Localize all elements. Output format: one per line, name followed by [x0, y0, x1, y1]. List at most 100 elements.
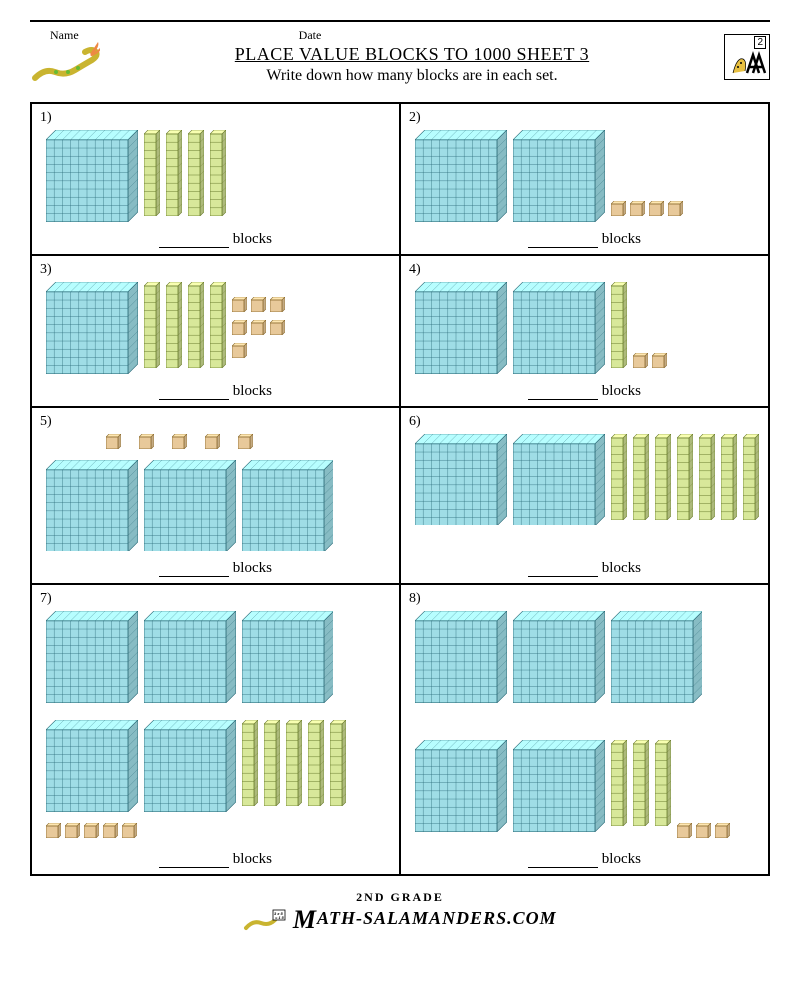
problem-number: 8)	[409, 591, 760, 607]
ten-block	[611, 434, 627, 525]
hundred-block	[144, 460, 236, 557]
hundred-block	[415, 434, 507, 531]
ten-block	[144, 130, 160, 221]
hundred-block	[242, 460, 334, 557]
worksheet-subtitle: Write down how many blocks are in each s…	[110, 67, 714, 85]
hundred-block	[611, 611, 703, 708]
blocks-area	[40, 430, 391, 559]
blocks-label: blocks	[233, 560, 272, 576]
one-block	[122, 823, 137, 843]
footer-url: 3x5 =15 MATH-SALAMANDERS.COM	[30, 905, 770, 935]
ten-block	[721, 434, 737, 525]
blocks-label: blocks	[602, 383, 641, 399]
salamander-icon	[30, 38, 100, 94]
one-block	[251, 320, 266, 340]
one-block	[649, 201, 664, 221]
one-block	[611, 201, 626, 221]
hundred-block	[46, 460, 138, 557]
problem-cell: 3)	[31, 255, 400, 407]
problem-cell: 6)	[400, 407, 769, 585]
problem-cell: 4) blocks	[400, 255, 769, 407]
one-block	[668, 201, 683, 221]
problem-number: 3)	[40, 262, 391, 278]
problem-cell: 2) blocks	[400, 103, 769, 255]
blocks-area	[409, 430, 760, 559]
blocks-area	[409, 278, 760, 381]
hundred-block	[513, 130, 605, 227]
one-block	[232, 320, 247, 340]
footer-grade: 2ND GRADE	[30, 890, 770, 905]
answer-blank[interactable]	[528, 386, 598, 400]
blocks-label: blocks	[602, 231, 641, 247]
answer-line: blocks	[40, 231, 391, 248]
one-block	[251, 297, 266, 317]
grade-badge: 2	[724, 34, 770, 80]
problem-number: 6)	[409, 414, 760, 430]
blocks-area	[409, 607, 760, 849]
blocks-label: blocks	[233, 231, 272, 247]
hundred-block	[513, 282, 605, 379]
ten-block	[699, 434, 715, 525]
ten-block	[611, 282, 627, 373]
answer-line: blocks	[40, 851, 391, 868]
hundred-block	[513, 740, 605, 837]
one-block	[232, 297, 247, 317]
one-block	[232, 343, 247, 363]
answer-blank[interactable]	[159, 386, 229, 400]
one-block	[172, 434, 187, 454]
header: Name Date PLACE VALUE BLOCKS TO 1000 SHE…	[30, 26, 770, 94]
name-label: Name	[50, 28, 79, 43]
hundred-block	[415, 130, 507, 227]
blocks-label: blocks	[233, 383, 272, 399]
top-rule	[30, 20, 770, 22]
answer-blank[interactable]	[159, 234, 229, 248]
hundred-block	[46, 720, 138, 817]
svg-text:=15: =15	[275, 915, 285, 920]
ten-block	[144, 282, 160, 373]
hundred-block	[242, 611, 334, 708]
ten-block	[677, 434, 693, 525]
problem-cell: 1) blocks	[31, 103, 400, 255]
answer-blank[interactable]	[159, 854, 229, 868]
ten-block	[330, 720, 346, 811]
answer-blank[interactable]	[528, 234, 598, 248]
ten-block	[611, 740, 627, 831]
answer-line: blocks	[40, 560, 391, 577]
ten-block	[655, 434, 671, 525]
hundred-block	[415, 740, 507, 837]
one-block	[652, 353, 667, 373]
answer-line: blocks	[40, 383, 391, 400]
ten-block	[633, 434, 649, 525]
one-block	[46, 823, 61, 843]
one-block	[270, 320, 285, 340]
one-block	[65, 823, 80, 843]
ten-block	[188, 282, 204, 373]
answer-blank[interactable]	[528, 854, 598, 868]
footer-m-icon: M	[293, 905, 317, 934]
answer-blank[interactable]	[528, 563, 598, 577]
hundred-block	[46, 611, 138, 708]
problem-number: 2)	[409, 110, 760, 126]
one-block	[696, 823, 711, 843]
blocks-area	[409, 126, 760, 229]
hundred-block	[46, 130, 138, 227]
ten-block	[166, 130, 182, 221]
ten-block	[743, 434, 759, 525]
one-block	[106, 434, 121, 454]
problem-cell: 8)	[400, 584, 769, 875]
one-block	[103, 823, 118, 843]
answer-line: blocks	[409, 383, 760, 400]
blocks-label: blocks	[602, 851, 641, 867]
hundred-block	[513, 611, 605, 708]
ten-block	[633, 740, 649, 831]
ten-block	[242, 720, 258, 811]
ten-block	[286, 720, 302, 811]
one-block	[630, 201, 645, 221]
problem-cell: 7)	[31, 584, 400, 875]
blocks-label: blocks	[602, 560, 641, 576]
problem-number: 1)	[40, 110, 391, 126]
one-block	[270, 297, 285, 317]
one-block	[633, 353, 648, 373]
answer-blank[interactable]	[159, 563, 229, 577]
ten-block	[308, 720, 324, 811]
